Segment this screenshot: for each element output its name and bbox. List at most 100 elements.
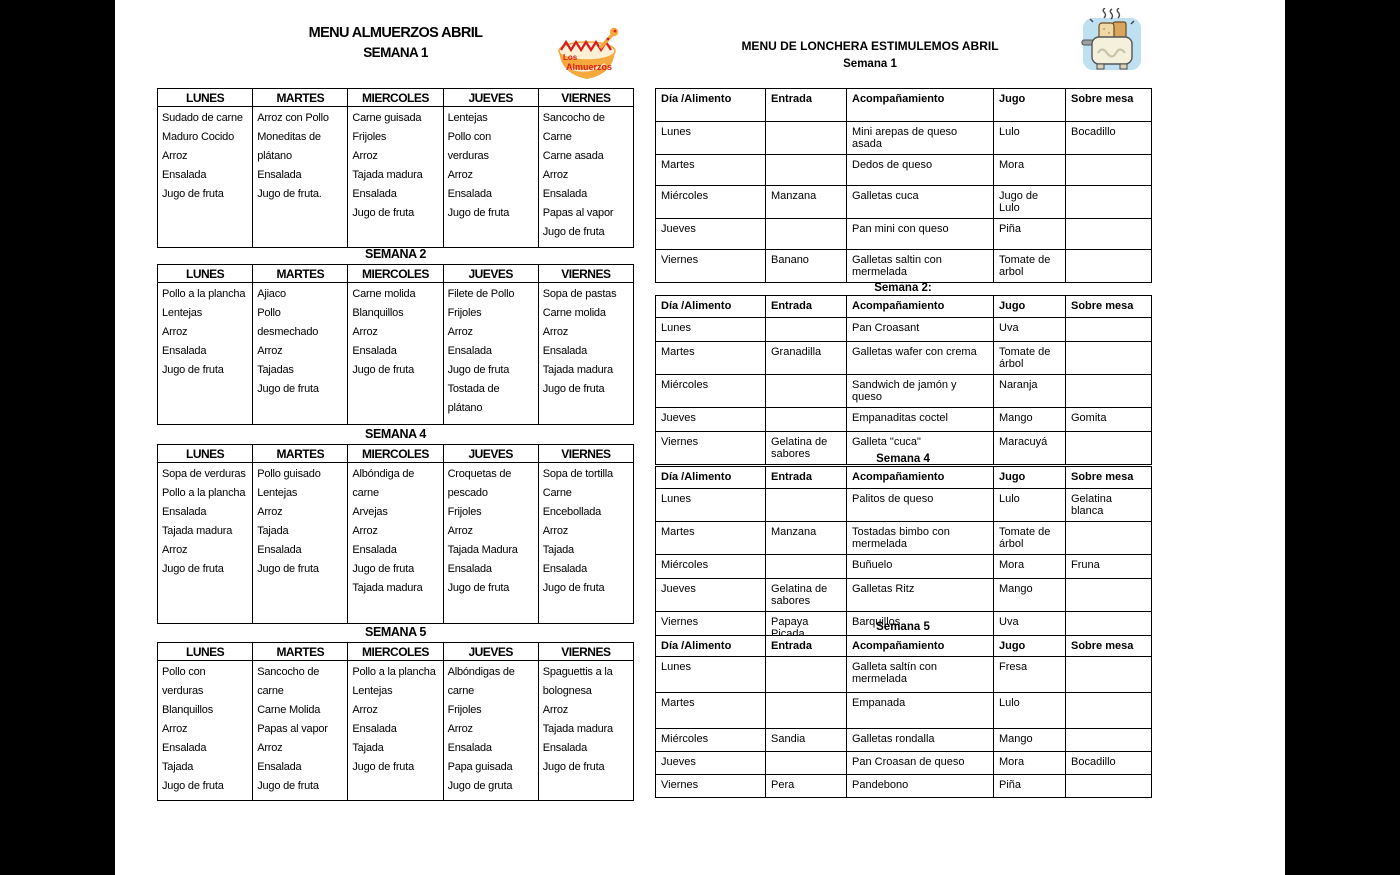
menu-items-cell: Carne guisada Frijoles Arroz Tajada madu… (347, 106, 444, 248)
acompanamiento-cell: Pan Croasan de queso (846, 751, 994, 775)
day-header-row: LUNES MARTES MIERCOLES JUEVES VIERNES (156, 642, 635, 661)
column-header: Día /Alimento (655, 88, 766, 122)
sobremesa-cell (1065, 578, 1152, 612)
table-row: Lunes Galleta saltín con mermelada Fresa (655, 656, 1152, 693)
day-cell: Viernes (655, 431, 766, 465)
column-header: Entrada (765, 635, 847, 657)
acompanamiento-cell: Galletas saltin con mermelada (846, 249, 994, 283)
jugo-cell: Mango (993, 407, 1066, 432)
column-header: Acompañamiento (846, 635, 994, 657)
table-row: Miércoles Sandwich de jamón y queso Nara… (655, 374, 1152, 408)
table-row: Jueves Gelatina de sabores Galletas Ritz… (655, 578, 1152, 612)
column-header: Sobre mesa (1065, 295, 1152, 318)
jugo-cell: Uva (993, 317, 1066, 342)
table-row: Jueves Empanaditas coctel Mango Gomita (655, 407, 1152, 432)
day-cell: Lunes (655, 488, 766, 522)
acompanamiento-cell: Galletas wafer con crema (846, 341, 994, 375)
entrada-cell: Sandia (765, 728, 847, 752)
acompanamiento-cell: Galletas Ritz (846, 578, 994, 612)
menu-items-cell: Sudado de carne Maduro Cocido Arroz Ensa… (156, 106, 254, 248)
entrada-cell: Manzana (765, 185, 847, 219)
table-row: Viernes Gelatina de sabores Galleta "cuc… (655, 431, 1152, 465)
day-header: JUEVES (442, 264, 539, 283)
day-cell: Miércoles (655, 185, 766, 219)
jugo-cell: Lulo (993, 121, 1066, 155)
sobremesa-cell (1065, 249, 1152, 283)
day-header: MIERCOLES (347, 642, 444, 661)
day-header: VIERNES (537, 264, 635, 283)
lonchera-week1-table: Día /Alimento Entrada Acompañamiento Jug… (655, 88, 1152, 283)
column-header-row: Día /Alimento Entrada Acompañamiento Jug… (655, 295, 1152, 318)
lonchera-menu-title-block: MENU DE LONCHERA ESTIMULEMOS ABRIL Seman… (655, 39, 1085, 70)
lunch-menu-title: MENU ALMUERZOS ABRIL (308, 25, 483, 41)
entrada-cell (765, 656, 847, 693)
day-cell: Jueves (655, 407, 766, 432)
day-cell: Viernes (655, 774, 766, 798)
column-header: Sobre mesa (1065, 635, 1152, 657)
lunch-week2-table: LUNES MARTES MIERCOLES JUEVES VIERNES Po… (156, 264, 635, 425)
jugo-cell: Tomate de arbol (993, 249, 1066, 283)
day-header: JUEVES (442, 642, 539, 661)
column-header: Entrada (765, 295, 847, 318)
day-header: VIERNES (537, 444, 635, 463)
day-header: LUNES (156, 642, 254, 661)
lunch-week1-table: LUNES MARTES MIERCOLES JUEVES VIERNES Su… (156, 88, 635, 248)
entrada-cell: Granadilla (765, 341, 847, 375)
entrada-cell (765, 218, 847, 250)
acompanamiento-cell: Dedos de queso (846, 154, 994, 186)
week-caption: SEMANA 5 (365, 625, 426, 639)
table-row: Martes Granadilla Galletas wafer con cre… (655, 341, 1152, 375)
day-header: JUEVES (442, 444, 539, 463)
day-header: MARTES (252, 444, 349, 463)
table-row: Miércoles Buñuelo Mora Fruna (655, 554, 1152, 579)
sobremesa-cell (1065, 317, 1152, 342)
column-header: Día /Alimento (655, 466, 766, 489)
sobremesa-cell: Gomita (1065, 407, 1152, 432)
sobremesa-cell (1065, 656, 1152, 693)
lunch-menu-subtitle: SEMANA 1 (363, 45, 428, 60)
acompanamiento-cell: Pandebono (846, 774, 994, 798)
menu-items-cell: Arroz con Pollo Moneditas de plátano Ens… (252, 106, 349, 248)
menu-items-cell: Croquetas de pescado Frijoles Arroz Taja… (442, 462, 539, 624)
toaster-logo-icon (1077, 7, 1147, 76)
menu-items-cell: Spaguettis a la bolognesa Arroz Tajada m… (537, 660, 635, 801)
column-header: Entrada (765, 466, 847, 489)
sobremesa-cell: Bocadillo (1065, 121, 1152, 155)
sobremesa-cell (1065, 521, 1152, 555)
jugo-cell: Mora (993, 554, 1066, 579)
table-row: Viernes Pera Pandebono Piña (655, 774, 1152, 798)
acompanamiento-cell: Palitos de queso (846, 488, 994, 522)
menu-items-cell: Sancocho de carne Carne Molida Papas al … (252, 660, 349, 801)
menu-items-cell: Albóndiga de carne Arvejas Arroz Ensalad… (347, 462, 444, 624)
day-header: MARTES (252, 642, 349, 661)
menu-items-cell: Pollo guisado Lentejas Arroz Tajada Ensa… (252, 462, 349, 624)
menu-items-cell: Lentejas Pollo con verduras Arroz Ensala… (442, 106, 539, 248)
column-header-row: Día /Alimento Entrada Acompañamiento Jug… (655, 466, 1152, 489)
acompanamiento-cell: Mini arepas de queso asada (846, 121, 994, 155)
table-row: Martes Dedos de queso Mora (655, 154, 1152, 186)
column-header: Entrada (765, 88, 847, 122)
day-cell: Martes (655, 154, 766, 186)
entrada-cell (765, 407, 847, 432)
column-header: Sobre mesa (1065, 466, 1152, 489)
acompanamiento-cell: Galletas rondalla (846, 728, 994, 752)
sobremesa-cell (1065, 218, 1152, 250)
day-cell: Lunes (655, 317, 766, 342)
menu-items-cell: Pollo a la plancha Lentejas Arroz Ensala… (347, 660, 444, 801)
table-row: Viernes Banano Galletas saltin con merme… (655, 249, 1152, 283)
jugo-cell: Piña (993, 218, 1066, 250)
entrada-cell (765, 751, 847, 775)
logo-text-line1: Los (563, 53, 578, 62)
column-header: Jugo (993, 295, 1066, 318)
column-header: Jugo (993, 466, 1066, 489)
jugo-cell: Naranja (993, 374, 1066, 408)
lonchera-menu-title: MENU DE LONCHERA ESTIMULEMOS ABRIL (741, 39, 999, 53)
table-row: Jueves Pan mini con queso Piña (655, 218, 1152, 250)
column-header: Acompañamiento (846, 466, 994, 489)
entrada-cell (765, 488, 847, 522)
lonchera-week4-table: Día /Alimento Entrada Acompañamiento Jug… (655, 466, 1152, 645)
jugo-cell: Mango (993, 578, 1066, 612)
day-cell: Viernes (655, 249, 766, 283)
lonchera-menu-subtitle: Semana 1 (843, 58, 897, 70)
sobremesa-cell (1065, 185, 1152, 219)
